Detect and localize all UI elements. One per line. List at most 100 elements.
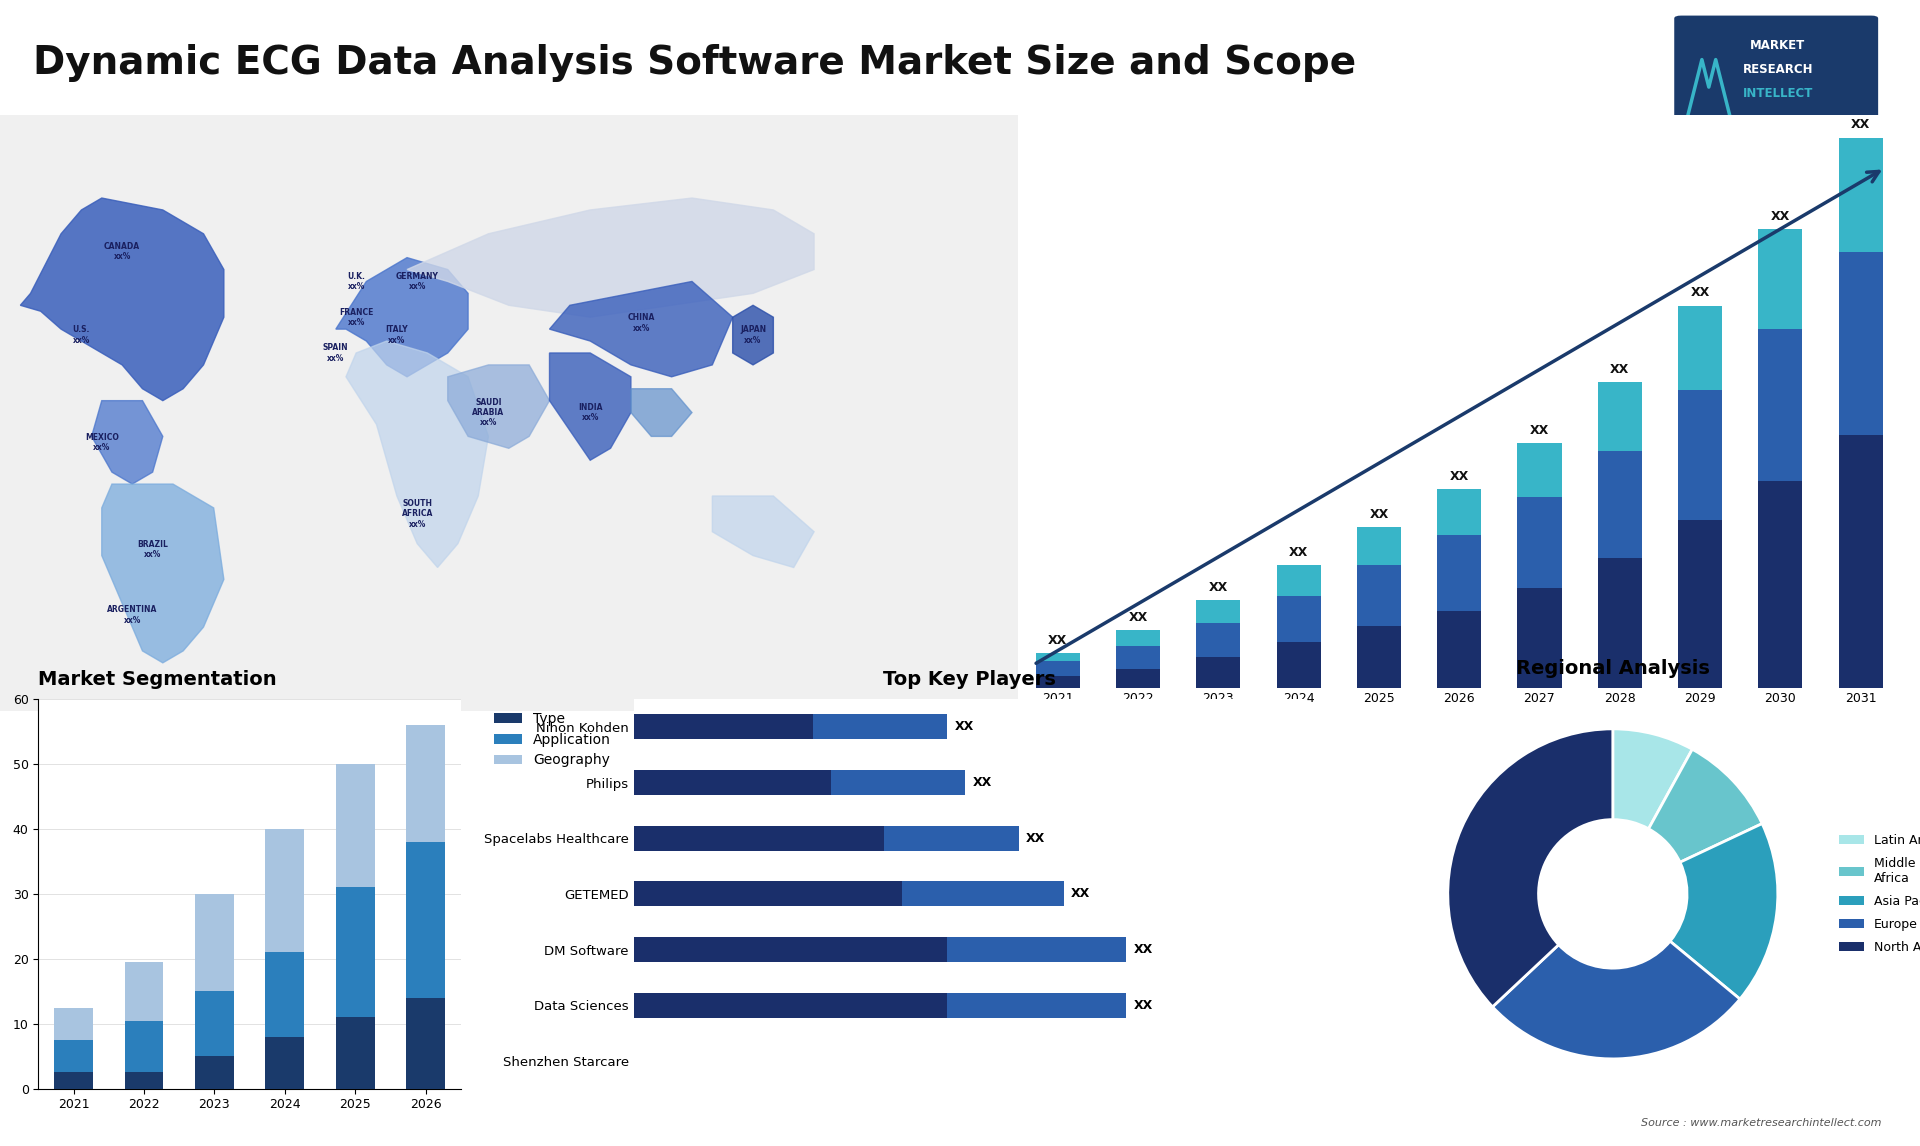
Polygon shape [336, 258, 468, 377]
Text: GERMANY
xx%: GERMANY xx% [396, 272, 438, 291]
Bar [1839, 435, 1884, 688]
Bar [1277, 596, 1321, 642]
Bar [54, 1073, 92, 1089]
Text: CANADA
xx%: CANADA xx% [104, 242, 140, 261]
Bar [1839, 252, 1884, 435]
Legend: Latin America, Middle East &
Africa, Asia Pacific, Europe, North America: Latin America, Middle East & Africa, Asi… [1834, 829, 1920, 959]
Text: U.S.
xx%: U.S. xx% [73, 325, 90, 345]
Text: XX: XX [1770, 210, 1789, 223]
Bar [634, 937, 947, 963]
Text: Market Segmentation: Market Segmentation [38, 670, 276, 689]
Text: BRAZIL
xx%: BRAZIL xx% [136, 540, 169, 559]
Bar [1035, 653, 1079, 661]
Polygon shape [712, 496, 814, 567]
Bar [1357, 627, 1402, 688]
Text: XX: XX [1133, 998, 1152, 1012]
Wedge shape [1649, 749, 1763, 862]
Title: Regional Analysis: Regional Analysis [1517, 659, 1709, 677]
Bar [1116, 630, 1160, 645]
Bar [634, 826, 885, 850]
Bar [634, 881, 902, 906]
Bar [1678, 306, 1722, 390]
Wedge shape [1613, 729, 1692, 829]
Text: SAUDI
ARABIA
xx%: SAUDI ARABIA xx% [472, 398, 505, 427]
Bar [265, 829, 303, 952]
Bar [947, 937, 1127, 963]
Bar [125, 963, 163, 1020]
Bar [407, 725, 445, 842]
Wedge shape [1670, 824, 1778, 999]
Bar [1517, 496, 1561, 588]
Polygon shape [632, 388, 691, 437]
Text: XX: XX [1450, 470, 1469, 482]
Bar [1116, 645, 1160, 668]
Polygon shape [407, 198, 814, 317]
Bar [812, 714, 947, 739]
Text: JAPAN
xx%: JAPAN xx% [739, 325, 766, 345]
Text: Dynamic ECG Data Analysis Software Market Size and Scope: Dynamic ECG Data Analysis Software Marke… [33, 44, 1357, 83]
Text: XX: XX [1611, 363, 1630, 376]
Legend: Type, Application, Geography: Type, Application, Geography [490, 706, 616, 774]
Title: Top Key Players: Top Key Players [883, 670, 1056, 689]
Bar [336, 764, 374, 887]
Bar [196, 991, 234, 1057]
Bar [634, 770, 831, 795]
Bar [265, 1037, 303, 1089]
Bar [1035, 661, 1079, 676]
Bar [1678, 390, 1722, 519]
Text: MARKET: MARKET [1751, 39, 1805, 53]
Polygon shape [102, 484, 225, 662]
Bar [1196, 622, 1240, 657]
FancyBboxPatch shape [0, 115, 1018, 711]
Bar [1597, 558, 1642, 688]
Bar [1517, 444, 1561, 496]
Bar [1597, 450, 1642, 558]
Text: ITALY
xx%: ITALY xx% [386, 325, 409, 345]
Text: Source : www.marketresearchintellect.com: Source : www.marketresearchintellect.com [1642, 1118, 1882, 1128]
Text: ARGENTINA
xx%: ARGENTINA xx% [108, 605, 157, 625]
Bar [125, 1020, 163, 1073]
Bar [407, 998, 445, 1089]
Bar [1759, 329, 1803, 481]
Text: XX: XX [1369, 508, 1388, 521]
Bar [1116, 668, 1160, 688]
Bar [125, 1073, 163, 1089]
Bar [336, 1018, 374, 1089]
Bar [831, 770, 966, 795]
Bar [1436, 611, 1482, 688]
Bar [1678, 519, 1722, 688]
Bar [1196, 599, 1240, 622]
FancyBboxPatch shape [1674, 16, 1878, 144]
Bar [1759, 229, 1803, 329]
Text: INDIA
xx%: INDIA xx% [578, 403, 603, 422]
Bar [1277, 642, 1321, 688]
Bar [336, 887, 374, 1018]
Bar [1277, 565, 1321, 596]
Text: INTELLECT: INTELLECT [1743, 87, 1812, 101]
Bar [634, 714, 812, 739]
Bar [196, 894, 234, 991]
Polygon shape [21, 198, 225, 401]
Wedge shape [1448, 729, 1613, 1007]
Text: SPAIN
xx%: SPAIN xx% [323, 344, 349, 362]
Polygon shape [733, 305, 774, 364]
Polygon shape [549, 353, 632, 461]
Text: U.K.
xx%: U.K. xx% [348, 272, 365, 291]
Bar [1357, 527, 1402, 565]
Bar [902, 881, 1064, 906]
Wedge shape [1492, 941, 1740, 1059]
Bar [1196, 657, 1240, 688]
Text: XX: XX [1071, 887, 1091, 901]
Text: XX: XX [1851, 118, 1870, 132]
Circle shape [1538, 819, 1688, 968]
Bar [407, 842, 445, 998]
Bar [54, 1041, 92, 1073]
Bar [1597, 382, 1642, 450]
Polygon shape [92, 401, 163, 484]
Bar [196, 1057, 234, 1089]
Text: XX: XX [1530, 424, 1549, 437]
Bar [634, 992, 947, 1018]
Bar [1436, 535, 1482, 611]
Text: XX: XX [954, 721, 973, 733]
Bar [265, 952, 303, 1037]
